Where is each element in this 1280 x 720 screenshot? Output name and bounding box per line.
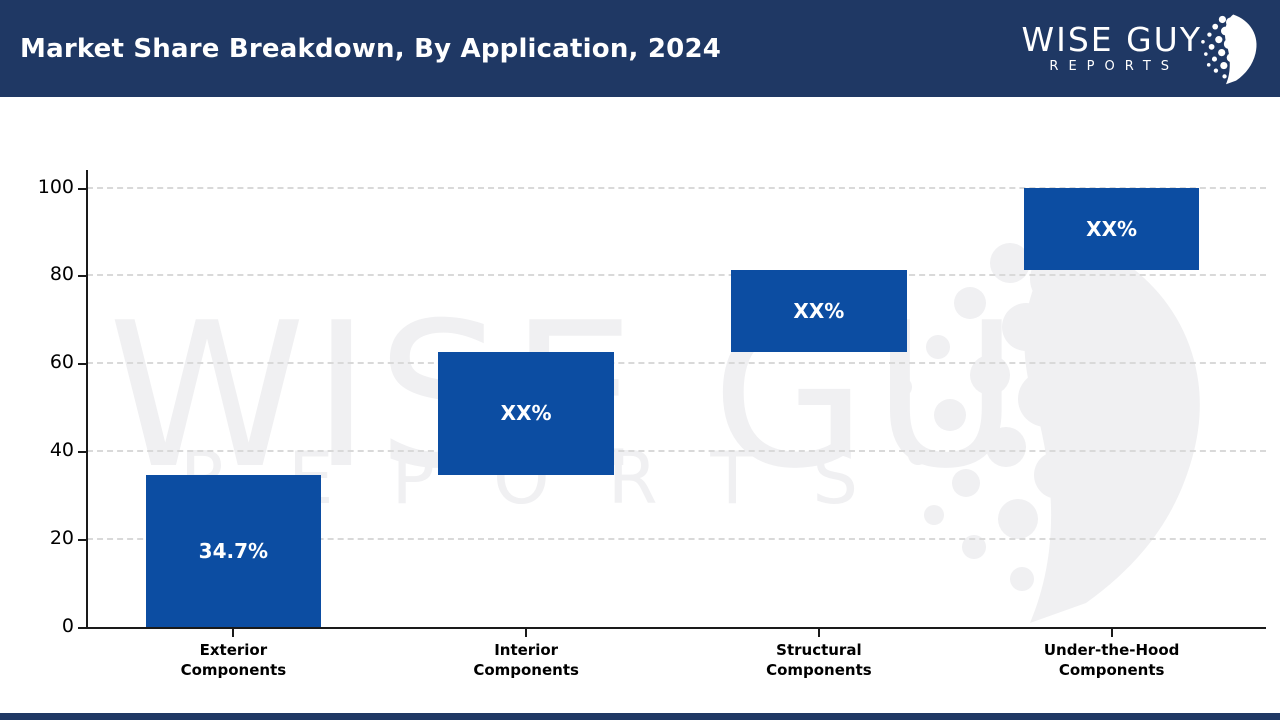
y-tick-mark	[78, 363, 86, 366]
footer-bar	[0, 713, 1280, 720]
y-tick-mark	[78, 539, 86, 542]
bar-1: 34.7%	[145, 474, 322, 627]
watermark: WISE GUY REPORTS	[0, 97, 1280, 713]
logo-wiseguy-label: WISE GUY	[1021, 20, 1202, 59]
bar-value-label: 34.7%	[198, 538, 269, 563]
page-title: Market Share Breakdown, By Application, …	[20, 33, 722, 64]
y-tick-label: 20	[49, 527, 74, 550]
gridline	[87, 362, 1266, 365]
y-tick-label: 100	[37, 175, 74, 198]
wiseguy-logo-text: WISE GUY REPORTS	[1021, 23, 1202, 74]
bar-4: XX%	[1023, 187, 1200, 270]
y-tick-label: 0	[61, 615, 74, 637]
x-tick-mark	[525, 629, 528, 637]
gridline	[87, 450, 1266, 453]
y-axis	[86, 170, 88, 629]
gridline	[87, 538, 1266, 541]
bar-2: XX%	[438, 351, 614, 475]
y-tick-mark	[78, 187, 86, 190]
bar-value-label: XX%	[1086, 216, 1138, 241]
wiseguy-logo: WISE GUY REPORTS	[1021, 11, 1280, 87]
y-tick-mark	[78, 627, 86, 629]
x-category-label: Exterior Components	[180, 641, 287, 680]
y-tick-label: 60	[49, 351, 74, 374]
logo-reports-label: REPORTS	[1049, 59, 1180, 74]
x-tick-mark	[1110, 629, 1113, 637]
y-tick-mark	[78, 451, 86, 454]
x-category-label: Structural Components	[766, 641, 872, 680]
bar-value-label: XX%	[793, 298, 845, 323]
x-category-label: Under-the-Hood Components	[1043, 641, 1180, 680]
bar-3: XX%	[731, 269, 907, 352]
x-tick-mark	[817, 629, 820, 637]
y-tick-label: 80	[49, 263, 74, 286]
wiseguy-head-icon	[1201, 13, 1257, 84]
gridline	[87, 186, 1266, 189]
x-tick-mark	[232, 629, 235, 637]
gridline	[87, 274, 1266, 277]
y-tick-mark	[78, 275, 86, 278]
bar-value-label: XX%	[500, 401, 552, 426]
watermark-text-wiseguy: WISE GUY	[108, 280, 1154, 513]
watermark-head-icon	[892, 235, 1200, 623]
header: Market Share Breakdown, By Application, …	[0, 0, 1280, 97]
x-axis	[86, 627, 1266, 629]
x-category-label: Interior Components	[473, 641, 579, 680]
y-tick-label: 40	[49, 439, 74, 462]
